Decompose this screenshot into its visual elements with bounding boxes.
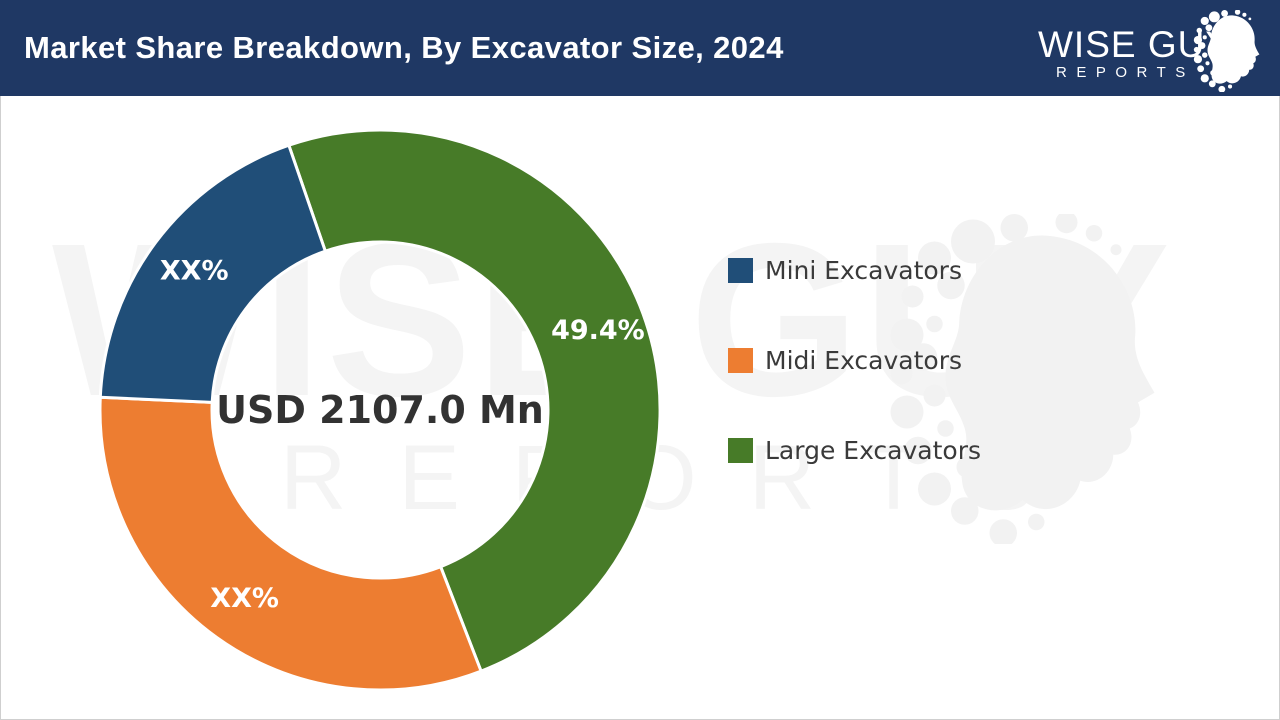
legend-item[interactable]: Mini Excavators [728,255,981,285]
legend-label: Midi Excavators [765,345,963,375]
slice-mini-excavators[interactable] [98,143,327,404]
header-bar: Market Share Breakdown, By Excavator Siz… [0,0,1280,96]
wise-guy-logo: WISE GUY REPORTS [1010,8,1266,92]
page-title: Market Share Breakdown, By Excavator Siz… [24,30,784,65]
chart-center-value: USD 2107.0 Mn [216,388,544,432]
legend-label: Mini Excavators [765,255,962,285]
legend-item[interactable]: Large Excavators [728,435,981,465]
legend-swatch-icon [728,257,753,283]
slice-midi-excavators[interactable] [98,395,483,692]
legend-label: Large Excavators [765,435,982,465]
legend: Mini Excavators Midi Excavators Large Exca… [728,255,981,525]
logo-subtitle: REPORTS [1056,64,1195,81]
logo-face-icon [1193,10,1260,92]
legend-item[interactable]: Midi Excavators [728,345,981,375]
slice-large-excavators[interactable] [287,128,662,673]
legend-swatch-icon [728,347,753,373]
legend-swatch-icon [728,437,753,463]
